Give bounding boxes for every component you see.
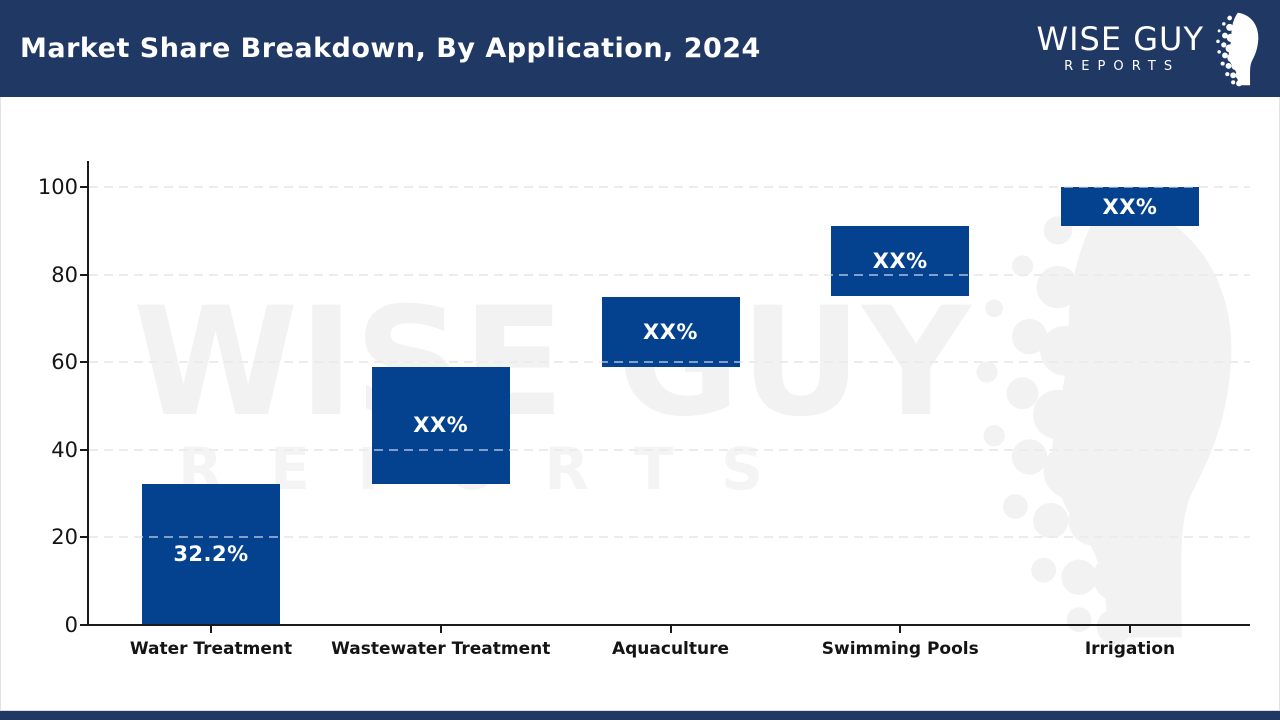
logo-sub-text: REPORTS <box>1064 58 1181 74</box>
x-axis-label-aquaculture: Aquaculture <box>611 639 730 659</box>
wise-guy-logo: WISE GUY REPORTS <box>1036 11 1264 87</box>
bar-aquaculture: XX% <box>601 296 740 367</box>
y-tick-mark <box>80 273 88 276</box>
x-tick-mark <box>899 626 902 633</box>
y-tick-mark <box>80 361 88 364</box>
x-axis-label-water-treatment: Water Treatment <box>129 639 293 659</box>
y-tick-mark <box>80 448 88 451</box>
gridline-overlay-40 <box>89 448 1250 451</box>
bar-value-label: XX% <box>872 249 928 274</box>
logo-brand-text: WISE GUY <box>1036 20 1204 59</box>
y-tick-label: 40 <box>51 437 78 462</box>
logo-head-icon <box>1200 11 1264 87</box>
bar-swimming-pools: XX% <box>831 226 970 297</box>
x-tick-mark <box>1129 626 1131 633</box>
page-title: Market Share Breakdown, By Application, … <box>20 33 761 64</box>
y-axis-line <box>87 161 89 626</box>
footer-hairline <box>0 710 1280 711</box>
x-tick-mark <box>439 626 442 633</box>
x-axis-label-swimming-pools: Swimming Pools <box>821 639 979 659</box>
y-tick-label: 0 <box>64 613 78 637</box>
y-tick-label: 80 <box>51 262 78 287</box>
x-tick-mark <box>210 626 212 633</box>
bar-value-label: 32.2% <box>173 542 249 567</box>
y-tick-mark <box>80 186 88 188</box>
y-tick-mark <box>80 624 88 626</box>
bar-value-label: XX% <box>1102 194 1158 219</box>
y-tick-label: 100 <box>37 175 78 199</box>
bar-wastewater-treatment: XX% <box>371 366 510 484</box>
bar-value-label: XX% <box>643 319 698 344</box>
footer-bar <box>0 711 1280 720</box>
x-axis-label-wastewater-treatment: Wastewater Treatment <box>331 639 551 659</box>
bar-irrigation: XX% <box>1061 187 1199 227</box>
gridline-overlay-80 <box>89 273 1250 276</box>
x-axis-line <box>87 624 1250 626</box>
gridline-overlay-60 <box>89 361 1250 364</box>
y-tick-mark <box>80 536 88 539</box>
logo-text: WISE GUY REPORTS <box>1036 23 1204 74</box>
header-bar: Market Share Breakdown, By Application, … <box>0 0 1280 97</box>
gridline-overlay-100 <box>89 186 1250 188</box>
bar-water-treatment: 32.2% <box>142 483 280 625</box>
y-tick-label: 60 <box>51 350 78 375</box>
y-tick-label: 20 <box>51 525 78 550</box>
bar-value-label: XX% <box>413 413 469 438</box>
x-axis-label-irrigation: Irrigation <box>1084 639 1176 659</box>
gridline-overlay-20 <box>89 536 1250 539</box>
x-tick-mark <box>669 626 672 633</box>
